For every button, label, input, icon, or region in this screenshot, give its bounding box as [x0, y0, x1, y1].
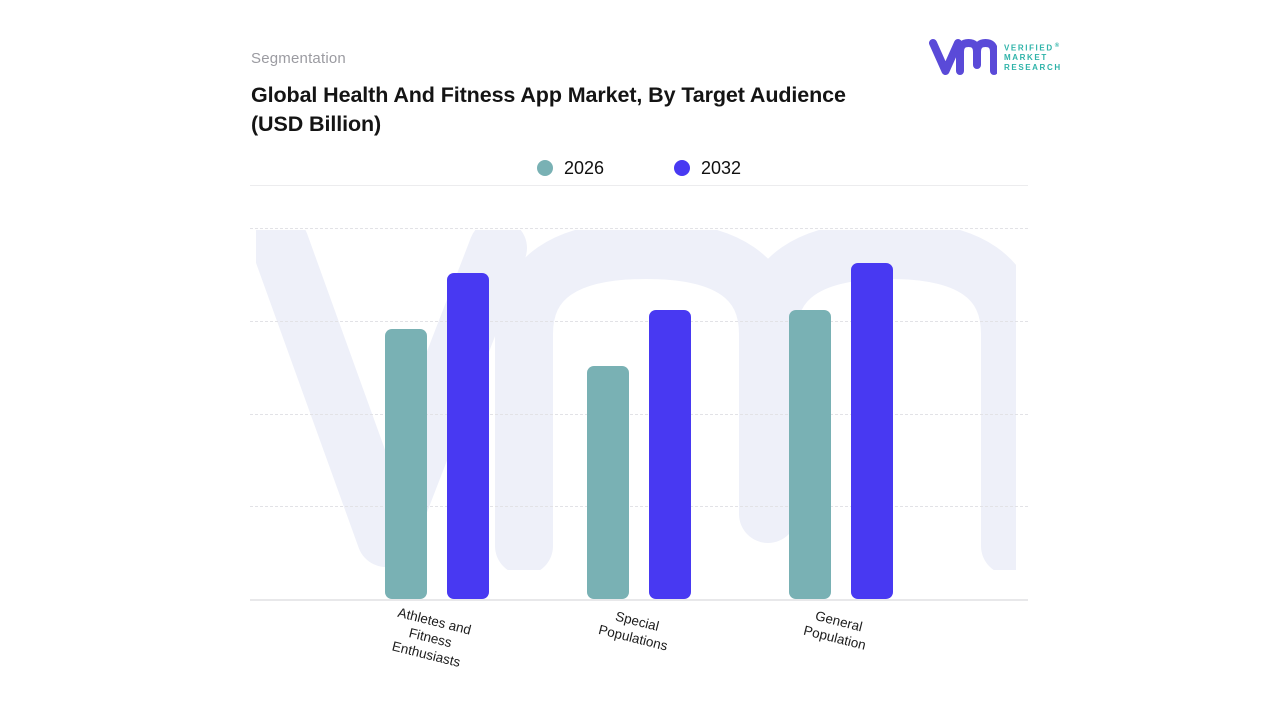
gridline — [250, 413, 1028, 415]
legend-label: 2026 — [563, 157, 604, 178]
vmr-logo-mark-icon — [929, 39, 997, 75]
eyebrow-label: Segmentation — [251, 50, 346, 67]
legend-dot-icon — [536, 160, 553, 176]
logo-line-verified: VERIFIED — [1004, 43, 1054, 53]
gridline — [250, 506, 1028, 508]
bars-container — [250, 263, 1028, 599]
chart-legend: 2026 2032 — [250, 156, 1028, 180]
bar-2026 — [789, 310, 831, 599]
logo-line-market: MARKET — [1004, 53, 1048, 63]
x-axis-label: Athletes and Fitness Enthusiasts — [391, 604, 474, 670]
bar-2032 — [649, 310, 691, 599]
bar-group — [587, 310, 691, 599]
vmr-logo-wordmark: VERIFIED® MARKET RESEARCH — [1004, 42, 1062, 72]
x-axis-label-cell: General Population — [789, 608, 893, 664]
legend-divider — [250, 185, 1028, 186]
gridline — [250, 228, 1028, 229]
x-axis-label: General Population — [802, 608, 868, 653]
bar-2032 — [851, 263, 893, 599]
legend-label: 2032 — [701, 157, 742, 178]
bar-group — [385, 273, 489, 599]
x-axis-label-cell: Special Populations — [587, 609, 691, 664]
registered-trademark-icon: ® — [1054, 42, 1060, 49]
bar-2032 — [447, 273, 489, 599]
gridline — [250, 320, 1028, 322]
page-title-line2: (USD Billion) — [251, 112, 382, 136]
bar-2026 — [587, 366, 629, 599]
legend-dot-icon — [674, 160, 690, 176]
vmr-logo: VERIFIED® MARKET RESEARCH — [929, 36, 1062, 78]
bar-chart: 2026 2032 Athletes and Fitness Enthusiasts S… — [250, 156, 1028, 670]
legend-item-2032: 2032 — [674, 158, 741, 179]
plot-area — [250, 228, 1028, 601]
bar-group — [789, 263, 893, 599]
legend-item-2026: 2026 — [536, 157, 604, 179]
x-axis-label-cell: Athletes and Fitness Enthusiasts — [385, 605, 489, 670]
page-title-line1: Global Health And Fitness App Market, By… — [251, 83, 846, 107]
x-axis-label: Special Populations — [596, 608, 669, 654]
page-title: Global Health And Fitness App Market, By… — [251, 81, 931, 139]
bar-2026 — [385, 329, 427, 599]
x-axis-labels: Athletes and Fitness Enthusiasts Special Pop… — [250, 605, 1028, 670]
logo-line-research: RESEARCH — [1004, 62, 1062, 72]
